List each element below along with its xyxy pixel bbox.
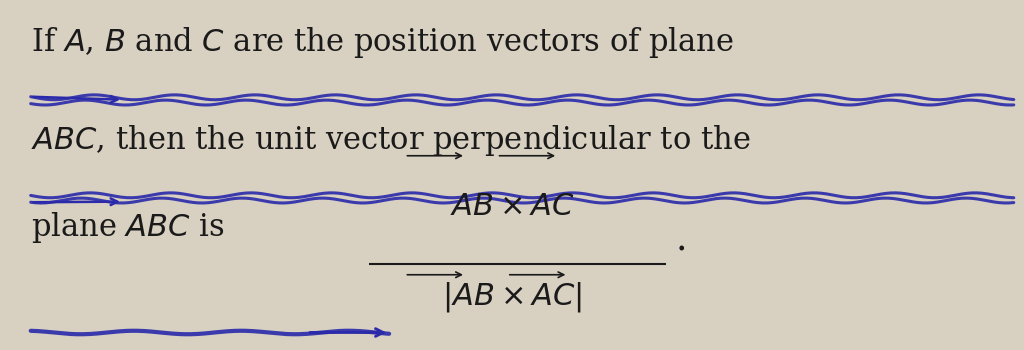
Text: $AB\times AC$: $AB\times AC$ <box>450 191 574 222</box>
Text: If $A$, $B$ and $C$ are the position vectors of plane: If $A$, $B$ and $C$ are the position vec… <box>31 25 733 60</box>
Text: .: . <box>676 223 687 257</box>
Text: $ABC$, then the unit vector perpendicular to the: $ABC$, then the unit vector perpendicula… <box>31 122 751 158</box>
Text: $|AB\times AC|$: $|AB\times AC|$ <box>442 280 582 314</box>
Text: plane $ABC$ is: plane $ABC$ is <box>31 210 224 245</box>
